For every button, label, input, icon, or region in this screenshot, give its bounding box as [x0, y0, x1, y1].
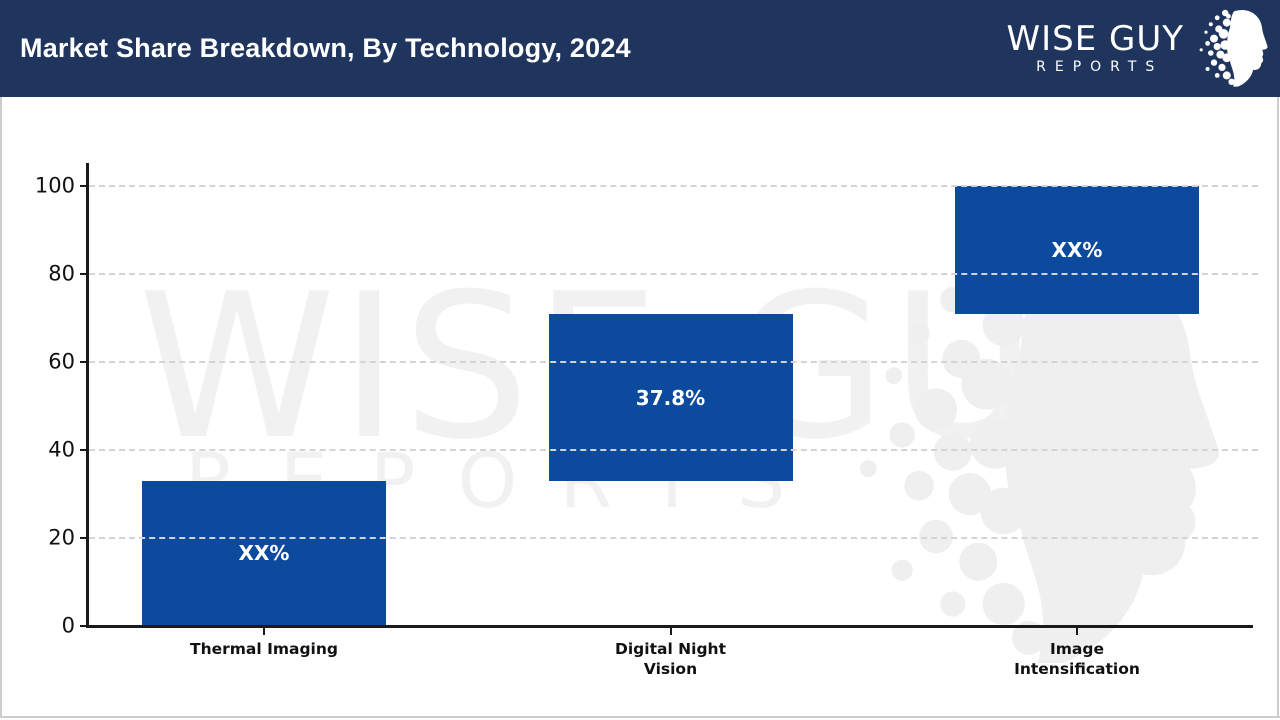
frame-border-bottom [0, 716, 1280, 718]
y-tick-mark [80, 537, 87, 539]
y-tick-label: 20 [48, 525, 75, 550]
y-tick-mark [80, 273, 87, 275]
y-tick-mark [80, 361, 87, 363]
bar-value-label: XX% [1051, 238, 1103, 263]
bar-segment [955, 186, 1199, 315]
frame-border-left [0, 97, 2, 717]
brand-logo: WISE GUY REPORTS [1006, 0, 1272, 97]
y-tick-label: 40 [48, 437, 75, 462]
x-category-label: Digital Night Vision [615, 640, 726, 678]
x-category-label: Image Intensification [1014, 640, 1140, 678]
brand-logo-text: WISE GUY REPORTS [1006, 22, 1184, 75]
y-tick-mark [80, 185, 87, 187]
header: Market Share Breakdown, By Technology, 2… [0, 0, 1280, 97]
bar-value-label: XX% [238, 541, 290, 566]
x-tick-mark [263, 627, 265, 635]
x-axis-line [86, 625, 1253, 628]
frame-border-right [1277, 97, 1279, 717]
y-tick-mark [80, 625, 87, 627]
grid-line [89, 185, 1258, 187]
grid-line [89, 449, 1258, 451]
y-tick-label: 80 [48, 261, 75, 286]
y-tick-label: 0 [61, 613, 75, 638]
y-tick-label: 60 [48, 349, 75, 374]
brand-subtitle: REPORTS [1036, 59, 1164, 75]
x-tick-mark [669, 627, 672, 635]
grid-line [89, 273, 1258, 275]
y-tick-mark [80, 449, 87, 451]
x-category-label: Thermal Imaging [190, 640, 338, 658]
page-title: Market Share Breakdown, By Technology, 2… [20, 33, 631, 63]
y-tick-label: 100 [34, 173, 75, 198]
y-axis-line [86, 163, 89, 628]
grid-line [89, 361, 1258, 363]
grid-line [89, 537, 1258, 539]
brand-head-icon [1199, 9, 1268, 87]
bar-segment [548, 314, 793, 481]
bar-value-label: 37.8% [635, 385, 706, 410]
brand-name: WISE GUY [1006, 19, 1184, 59]
x-tick-mark [1076, 627, 1078, 635]
bar-segment [142, 480, 386, 626]
